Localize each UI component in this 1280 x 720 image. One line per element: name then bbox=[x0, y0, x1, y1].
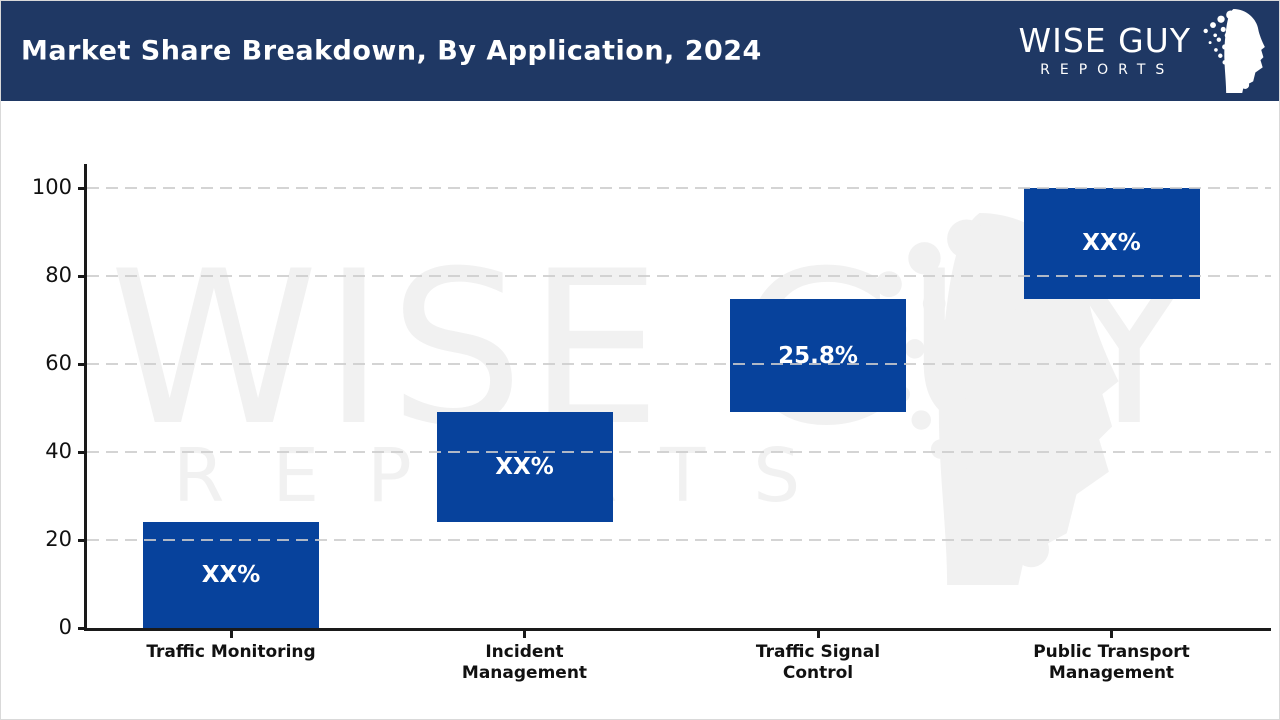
gridline-100 bbox=[87, 187, 1271, 189]
gridline-60 bbox=[87, 363, 1271, 365]
x-category-label-line: Traffic Signal bbox=[755, 642, 881, 662]
x-tick-traffic-monitoring bbox=[229, 631, 233, 638]
y-tick-label-40: 40 bbox=[45, 439, 72, 463]
x-category-label-line: Management bbox=[1048, 662, 1175, 683]
y-tick-label-60: 60 bbox=[45, 351, 72, 375]
bar-value-label-incident-management: XX% bbox=[495, 454, 554, 481]
x-category-label-line: Control bbox=[782, 662, 854, 683]
y-tick-40 bbox=[78, 450, 86, 454]
y-tick-20 bbox=[78, 538, 86, 542]
y-axis-line bbox=[84, 164, 87, 631]
y-tick-100 bbox=[78, 186, 86, 190]
gridline-40 bbox=[87, 451, 1271, 453]
y-tick-label-100: 100 bbox=[31, 175, 72, 199]
x-tick-traffic-signal-control bbox=[816, 631, 820, 638]
x-category-label-traffic-monitoring: Traffic Monitoring bbox=[81, 642, 381, 663]
bar-value-label-traffic-monitoring: XX% bbox=[201, 562, 261, 589]
bar-incident-management bbox=[436, 412, 613, 523]
bar-public-transport-management bbox=[1023, 188, 1200, 299]
gridline-20 bbox=[87, 539, 1271, 541]
y-tick-label-20: 20 bbox=[45, 527, 72, 551]
x-axis-line bbox=[84, 628, 1271, 631]
gridline-80 bbox=[87, 275, 1271, 277]
x-category-label-traffic-signal-control: Traffic Signal Control bbox=[668, 642, 968, 683]
x-category-label-public-transport-management: Public Transport Management bbox=[962, 642, 1262, 683]
x-category-label-line: Management bbox=[461, 662, 588, 683]
page-title: Market Share Breakdown, By Application, … bbox=[21, 35, 762, 67]
header: Market Share Breakdown, By Application, … bbox=[1, 1, 1279, 101]
bar-traffic-signal-control bbox=[730, 298, 906, 413]
y-tick-0 bbox=[78, 626, 86, 630]
x-category-label-line: Public Transport bbox=[1033, 642, 1190, 662]
x-category-label-line: Traffic Monitoring bbox=[146, 642, 316, 662]
bar-value-label-traffic-signal-control: 25.8% bbox=[778, 342, 858, 369]
x-category-label-line: Incident bbox=[485, 642, 564, 662]
wise-guy-logo: WISE GUY REPORTS bbox=[1018, 7, 1269, 95]
x-tick-public-transport-management bbox=[1110, 631, 1113, 638]
logo-wordmark-line1: WISE GUY bbox=[1018, 21, 1191, 61]
y-tick-60 bbox=[78, 362, 86, 366]
x-tick-incident-management bbox=[523, 631, 526, 638]
x-category-label-incident-management: Incident Management bbox=[375, 642, 675, 683]
bar-value-label-public-transport-management: XX% bbox=[1082, 230, 1141, 257]
logo-wordmark: WISE GUY REPORTS bbox=[1018, 24, 1191, 78]
y-tick-label-0: 0 bbox=[58, 615, 72, 639]
y-tick-label-80: 80 bbox=[45, 263, 72, 287]
logo-wordmark-line2: REPORTS bbox=[1040, 61, 1175, 78]
y-tick-80 bbox=[78, 274, 86, 278]
